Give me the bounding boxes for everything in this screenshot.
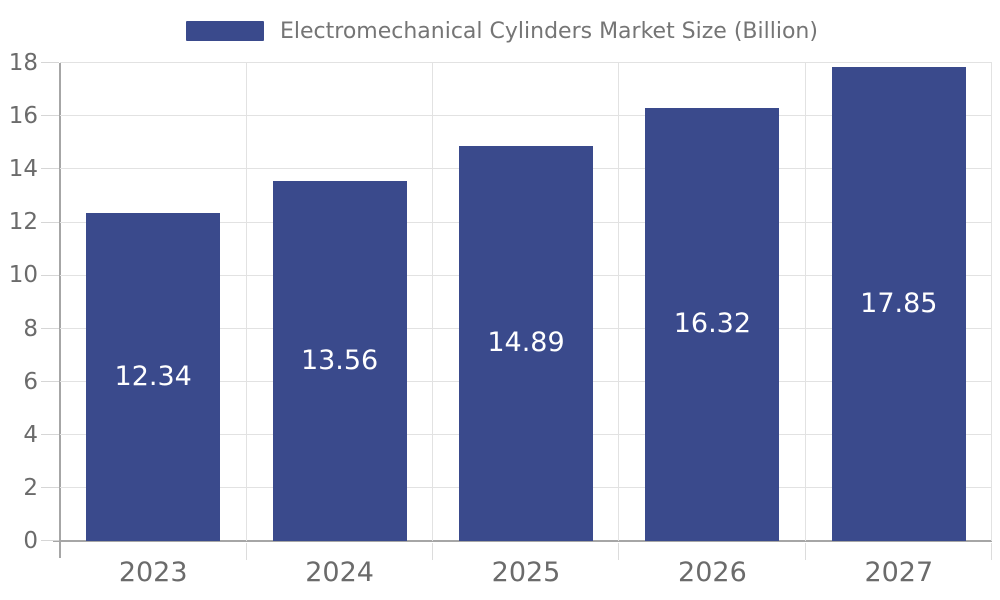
bar-2027[interactable]: 17.85	[831, 66, 966, 541]
x-tick-label: 2026	[678, 557, 747, 588]
x-tick-mark	[618, 543, 620, 560]
h-gridline	[60, 62, 992, 64]
y-tick-label: 8	[23, 315, 38, 342]
v-gridline	[245, 63, 247, 541]
legend-label: Electromechanical Cylinders Market Size …	[280, 18, 818, 44]
bar-value-label: 16.32	[673, 308, 752, 340]
v-gridline	[618, 63, 620, 541]
y-tick-mark	[41, 434, 59, 436]
x-tick-mark	[245, 543, 247, 560]
bar-2025[interactable]: 14.89	[459, 145, 593, 541]
bar-value-label: 13.56	[300, 344, 379, 376]
y-tick-label: 0	[23, 528, 38, 554]
y-tick-label: 4	[23, 421, 38, 448]
y-tick-label: 14	[8, 156, 38, 183]
bar-value-label: 12.34	[114, 361, 192, 393]
y-tick-label: 16	[8, 103, 38, 130]
y-tick-label: 2	[23, 474, 38, 501]
y-tick-mark	[41, 168, 59, 170]
y-tick-mark	[41, 274, 59, 276]
x-tick-mark	[991, 543, 993, 560]
bar-2023[interactable]: 12.34	[86, 213, 221, 541]
y-tick-label: 10	[8, 262, 38, 289]
bar-2024[interactable]: 13.56	[272, 180, 407, 541]
y-tick-label: 6	[23, 368, 38, 395]
legend-item[interactable]: Electromechanical Cylinders Market Size …	[186, 17, 818, 45]
bar-value-label: 14.89	[487, 327, 565, 359]
h-gridline	[60, 115, 992, 117]
y-tick-mark	[41, 540, 59, 542]
y-tick-label: 18	[8, 50, 38, 76]
x-tick-label: 2027	[864, 557, 934, 588]
x-tick-mark	[804, 543, 806, 560]
x-tick-label: 2023	[118, 557, 188, 588]
x-tick-label: 2024	[305, 557, 374, 588]
y-tick-mark	[41, 221, 59, 223]
legend-swatch	[186, 21, 264, 41]
v-gridline	[432, 63, 434, 541]
v-gridline	[804, 63, 806, 541]
bar-2026[interactable]: 16.32	[645, 107, 780, 541]
y-axis-line	[59, 63, 61, 558]
x-axis-line	[53, 540, 992, 542]
x-tick-mark	[432, 543, 434, 560]
v-gridline	[990, 63, 992, 541]
x-tick-label: 2025	[491, 557, 561, 588]
y-tick-mark	[41, 327, 59, 329]
y-tick-mark	[41, 115, 59, 117]
plot-area: 12.34 13.56 14.89 16.32 17.85	[60, 62, 992, 541]
y-tick-mark	[41, 380, 59, 382]
y-tick-label: 12	[8, 209, 38, 236]
bar-value-label: 17.85	[860, 287, 938, 319]
y-tick-mark	[41, 487, 59, 489]
y-tick-mark	[41, 62, 59, 64]
